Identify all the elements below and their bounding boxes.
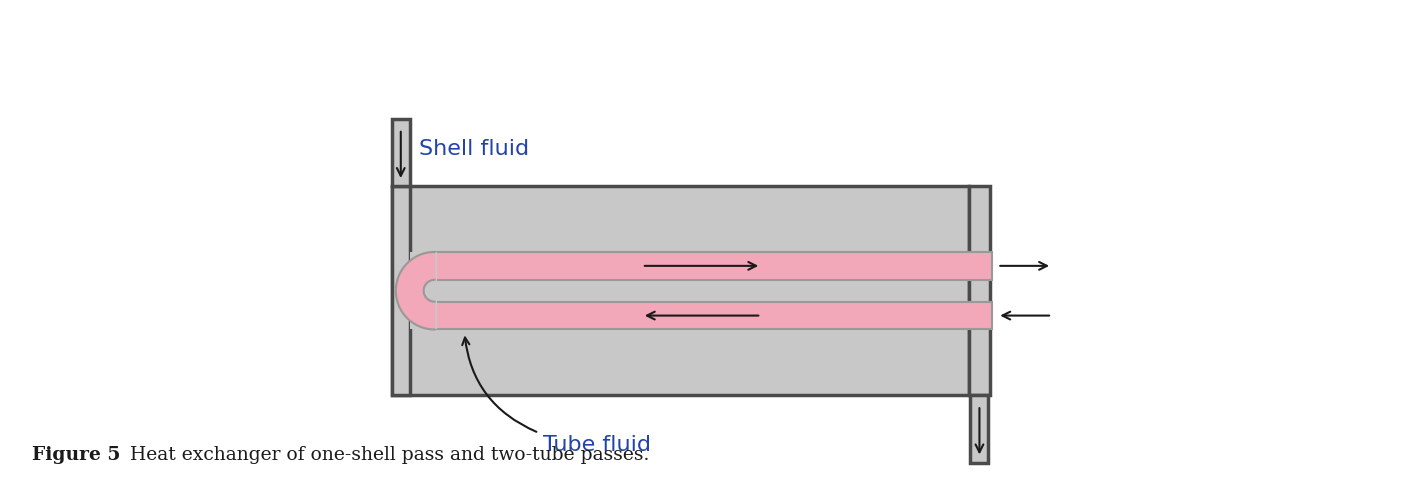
Bar bbox=[434, 302, 993, 330]
Polygon shape bbox=[396, 252, 434, 330]
Text: Tube fluid: Tube fluid bbox=[543, 435, 651, 455]
Bar bbox=[391, 186, 968, 395]
Bar bbox=[434, 252, 993, 280]
Bar bbox=[391, 186, 410, 395]
Text: Figure 5: Figure 5 bbox=[33, 446, 121, 464]
Bar bbox=[410, 252, 437, 330]
Bar bbox=[970, 395, 988, 463]
Text: Heat exchanger of one-shell pass and two-tube passes.: Heat exchanger of one-shell pass and two… bbox=[119, 446, 649, 464]
Bar bbox=[391, 119, 410, 186]
Bar bbox=[968, 186, 990, 395]
Text: Shell fluid: Shell fluid bbox=[418, 139, 529, 159]
